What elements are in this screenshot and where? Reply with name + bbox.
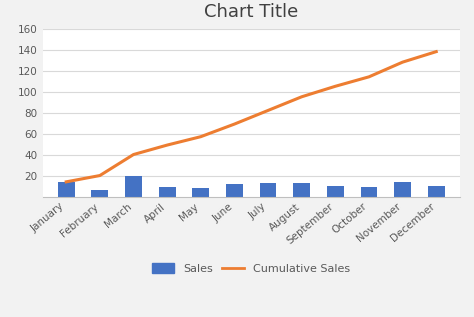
Title: Chart Title: Chart Title <box>204 3 298 22</box>
Bar <box>428 186 445 197</box>
Bar <box>226 184 243 197</box>
Bar <box>260 183 276 197</box>
Bar <box>394 182 411 197</box>
Legend: Sales, Cumulative Sales: Sales, Cumulative Sales <box>148 259 355 278</box>
Bar <box>327 186 344 197</box>
Bar <box>361 187 377 197</box>
Bar <box>91 190 108 197</box>
Bar <box>293 183 310 197</box>
Bar <box>192 188 209 197</box>
Bar <box>159 187 175 197</box>
Bar <box>58 182 74 197</box>
Bar <box>125 176 142 197</box>
